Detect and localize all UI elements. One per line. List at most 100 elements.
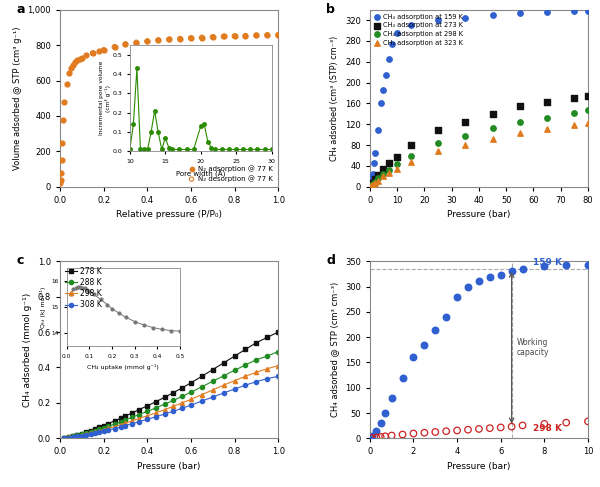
CH₄ adsorption at 159 K (569, 7, 579, 15)
Point (474, 278, 484, 285)
CH₄ adsorption at 323 K (366, 183, 376, 190)
N₂ adsorption @ 77 K (230, 32, 239, 40)
298 K (179, 400, 186, 406)
Legend: CH₄ adsorption at 159 K, CH₄ adsorption at 273 K, CH₄ adsorption at 298 K, CH₄ a: CH₄ adsorption at 159 K, CH₄ adsorption … (373, 13, 464, 46)
298 K (100, 427, 107, 433)
CH₄ adsorption at 323 K (367, 181, 377, 189)
278 K (122, 413, 129, 419)
278 K (242, 346, 249, 352)
308 K (275, 374, 282, 379)
298 K (104, 426, 112, 431)
N₂ desorption @ 77 K (274, 31, 283, 39)
278 K (95, 424, 103, 430)
Point (463, 426, 473, 433)
CH₄ adsorption at 298 K (583, 106, 593, 114)
308 K (179, 405, 186, 411)
CH₄ adsorption at 323 K (433, 148, 443, 155)
278 K (70, 433, 77, 439)
Y-axis label: Volume adsorbed @ STP (cm³ g⁻¹): Volume adsorbed @ STP (cm³ g⁻¹) (13, 26, 22, 170)
Text: b: b (326, 2, 335, 16)
Point (452, 427, 462, 434)
Point (398, 431, 407, 438)
Point (419, 341, 429, 349)
CH₄ adsorption at 159 K (368, 170, 377, 178)
308 K (152, 414, 160, 420)
Line: 288 K: 288 K (62, 350, 280, 440)
298 K (220, 382, 227, 388)
CH₄ adsorption at 298 K (542, 113, 552, 121)
288 K (170, 397, 177, 403)
288 K (111, 421, 118, 427)
CH₄ adsorption at 323 K (460, 141, 470, 149)
Text: d: d (326, 254, 335, 267)
CH₄ adsorption at 159 K (406, 21, 416, 29)
Point (398, 374, 407, 381)
288 K (83, 431, 90, 436)
298 K (152, 410, 160, 416)
CH₄ adsorption at 323 K (488, 135, 497, 143)
278 K (170, 390, 177, 395)
CH₄ adsorption at 159 K (387, 40, 397, 48)
298 K (70, 434, 77, 440)
CH₄ adsorption at 273 K (583, 92, 593, 99)
Legend: 278 K, 288 K, 298 K, 308 K: 278 K, 288 K, 298 K, 308 K (64, 265, 103, 311)
308 K (128, 421, 136, 427)
CH₄ adsorption at 273 K (373, 171, 383, 179)
278 K (187, 380, 194, 386)
308 K (78, 433, 85, 439)
308 K (143, 416, 151, 422)
N₂ adsorption @ 77 K (57, 156, 67, 164)
298 K (87, 430, 94, 436)
308 K (118, 424, 125, 430)
278 K (135, 407, 142, 412)
X-axis label: Pressure (bar): Pressure (bar) (447, 210, 511, 220)
CH₄ adsorption at 159 K (367, 178, 376, 186)
N₂ adsorption @ 77 K (59, 98, 69, 106)
288 K (122, 417, 129, 423)
N₂ adsorption @ 77 K (64, 70, 74, 77)
298 K (118, 422, 125, 428)
N₂ desorption @ 77 K (142, 37, 152, 45)
N₂ desorption @ 77 K (131, 38, 141, 46)
CH₄ adsorption at 159 K (488, 11, 497, 19)
N₂ desorption @ 77 K (121, 40, 130, 48)
308 K (220, 390, 227, 396)
Y-axis label: CH₄ adsorbed @ STP (cm³ cm⁻³): CH₄ adsorbed @ STP (cm³ cm⁻³) (331, 282, 340, 417)
278 K (83, 429, 90, 435)
Point (442, 313, 451, 321)
278 K (161, 394, 169, 400)
N₂ desorption @ 77 K (197, 34, 206, 41)
CH₄ adsorption at 273 K (460, 118, 470, 126)
278 K (253, 340, 260, 346)
278 K (87, 428, 94, 433)
Point (409, 354, 418, 361)
278 K (198, 374, 205, 379)
298 K (198, 392, 205, 397)
CH₄ adsorption at 323 K (406, 158, 416, 166)
Point (387, 394, 397, 402)
Point (452, 293, 462, 300)
Legend: N₂ adsorption @ 77 K, N₂ desorption @ 77 K: N₂ adsorption @ 77 K, N₂ desorption @ 77… (186, 164, 275, 184)
Point (376, 419, 386, 427)
298 K (74, 433, 81, 439)
308 K (95, 430, 103, 435)
CH₄ adsorption at 159 K (382, 71, 391, 79)
308 K (209, 394, 217, 400)
298 K (128, 418, 136, 424)
278 K (118, 415, 125, 421)
278 K (143, 403, 151, 409)
278 K (152, 399, 160, 405)
308 K (198, 398, 205, 404)
N₂ adsorption @ 77 K (73, 56, 82, 64)
298 K (170, 403, 177, 409)
278 K (111, 418, 118, 424)
CH₄ adsorption at 298 K (365, 183, 375, 190)
288 K (78, 431, 85, 437)
298 K (61, 435, 68, 441)
CH₄ adsorption at 273 K (406, 141, 416, 149)
298 K (161, 407, 169, 412)
308 K (170, 408, 177, 414)
298 K (263, 366, 271, 372)
288 K (61, 435, 68, 441)
N₂ adsorption @ 77 K (82, 52, 91, 59)
